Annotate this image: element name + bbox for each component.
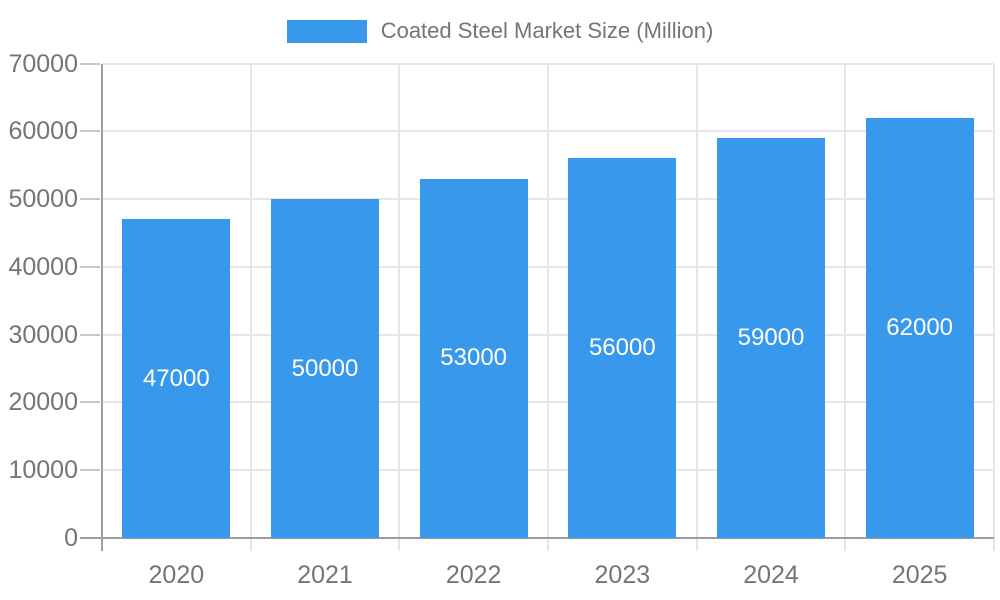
bar[interactable] [717, 138, 825, 538]
y-axis-tick [80, 198, 100, 201]
x-gridline [993, 63, 995, 551]
y-axis-tick [80, 265, 100, 268]
x-gridline [398, 63, 401, 551]
y-axis-tick [80, 130, 100, 133]
bar-value-label: 47000 [142, 364, 210, 392]
x-axis-tick-label: 2022 [445, 561, 502, 589]
bar-value-label: 50000 [291, 354, 359, 382]
x-axis-tick-label: 2020 [148, 561, 205, 589]
bar[interactable] [865, 117, 974, 538]
bar[interactable] [271, 199, 379, 538]
bar-value-label: 53000 [440, 344, 508, 372]
y-axis-tick [80, 401, 100, 404]
bar-value-label: 62000 [886, 313, 954, 341]
y-axis-tick-label: 20000 [8, 388, 78, 417]
y-axis-tick [80, 469, 100, 472]
legend-swatch-icon [286, 19, 367, 43]
bar[interactable] [568, 158, 677, 538]
y-axis-line [101, 63, 103, 551]
bar[interactable] [122, 219, 231, 538]
bar-value-label: 59000 [737, 324, 805, 352]
x-gridline [547, 63, 549, 551]
x-axis-line [80, 537, 994, 539]
y-axis-tick-label: 30000 [8, 320, 78, 349]
y-axis-tick-label: 50000 [8, 185, 78, 214]
y-axis-tick-label: 70000 [8, 49, 78, 78]
y-axis-tick [80, 333, 100, 336]
y-axis-tick-label: 0 [64, 524, 78, 552]
bar[interactable] [419, 178, 528, 538]
legend-label: Coated Steel Market Size (Million) [380, 18, 714, 43]
x-axis-tick-label: 2023 [594, 561, 651, 589]
x-gridline [695, 63, 698, 551]
y-axis-tick-label: 60000 [8, 117, 78, 146]
x-gridline [844, 63, 847, 551]
y-axis-tick [80, 62, 100, 65]
x-axis-tick-label: 2024 [743, 561, 799, 589]
x-gridline [249, 63, 252, 551]
bar-value-label: 56000 [588, 334, 656, 362]
y-axis-tick-label: 40000 [8, 252, 78, 281]
legend[interactable]: Coated Steel Market Size (Million) [0, 18, 1000, 44]
y-axis-tick-label: 10000 [8, 456, 78, 485]
x-axis-tick-label: 2025 [891, 561, 948, 589]
x-axis-tick-label: 2021 [297, 561, 353, 589]
